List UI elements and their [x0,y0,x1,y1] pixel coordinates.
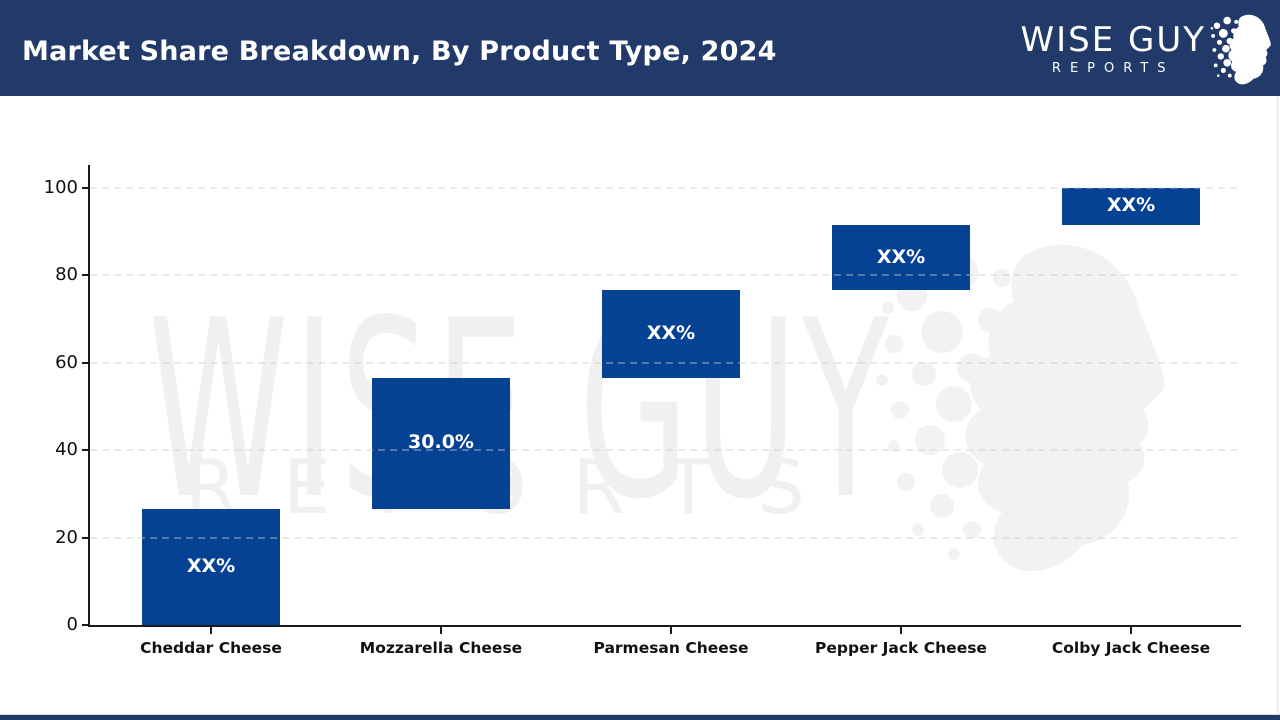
x-axis-label-pepper-jack-cheese: Pepper Jack Cheese [815,639,987,657]
footer-bar [0,715,1280,720]
gridline-40 [90,449,1241,451]
y-tick-label-0: 0 [66,614,78,635]
gridline-20 [90,536,1241,539]
x-tick-1 [440,626,442,634]
bar-value-label-colby-jack-cheese: XX% [1106,194,1156,217]
header-bar: Market Share Breakdown, By Product Type,… [0,0,1280,96]
gridline-60 [90,361,1241,364]
y-tick-40 [82,449,90,451]
footer-divider [0,714,1280,715]
y-tick-label-20: 20 [55,526,78,548]
x-tick-4 [1130,626,1132,634]
y-tick-80 [82,274,90,276]
x-tick-0 [210,626,212,634]
x-tick-3 [900,626,902,634]
x-axis-label-cheddar-cheese: Cheddar Cheese [140,639,282,657]
y-tick-label-80: 80 [55,264,78,285]
gridline-100 [90,186,1241,189]
y-tick-label-60: 60 [55,351,78,373]
x-axis-label-colby-jack-cheese: Colby Jack Cheese [1051,639,1211,657]
y-tick-100 [82,186,90,189]
watermark-reports-text: REPORTS [185,443,851,531]
bar-value-label-mozzarella-cheese: 30.0% [408,431,474,454]
x-axis-label-mozzarella-cheese: Mozzarella Cheese [359,639,523,657]
plot-right-border [1277,96,1279,714]
wiseguy-head-icon [1210,14,1271,85]
logo-text: WISE GUY REPORTS [1020,22,1206,78]
bar-value-label-pepper-jack-cheese: XX% [876,245,926,268]
y-tick-label-100: 100 [43,176,78,198]
logo-reports-text: REPORTS [1051,61,1175,76]
logo-wiseguy-text: WISE GUY [1020,20,1206,60]
bar-mozzarella-cheese [372,377,510,510]
bar-value-label-parmesan-cheese: XX% [646,322,696,345]
bar-parmesan-cheese [602,290,740,378]
page-title: Market Share Breakdown, By Product Type,… [22,36,777,67]
y-tick-0 [82,624,90,626]
y-tick-label-40: 40 [55,439,78,460]
y-axis-line [88,165,90,627]
watermark-wiseguy-text: WISE GUY [148,268,894,553]
gridline-80 [90,274,1241,276]
x-axis-line [88,625,1241,627]
x-axis-label-parmesan-cheese: Parmesan Cheese [593,639,749,657]
y-tick-20 [82,536,90,539]
bar-cheddar-cheese [142,509,280,625]
x-tick-2 [670,626,672,634]
bar-value-label-cheddar-cheese: XX% [186,555,236,578]
y-tick-60 [82,361,90,364]
wiseguy-logo: WISE GUY REPORTS [1020,8,1272,92]
bar-colby-jack-cheese [1062,187,1200,225]
